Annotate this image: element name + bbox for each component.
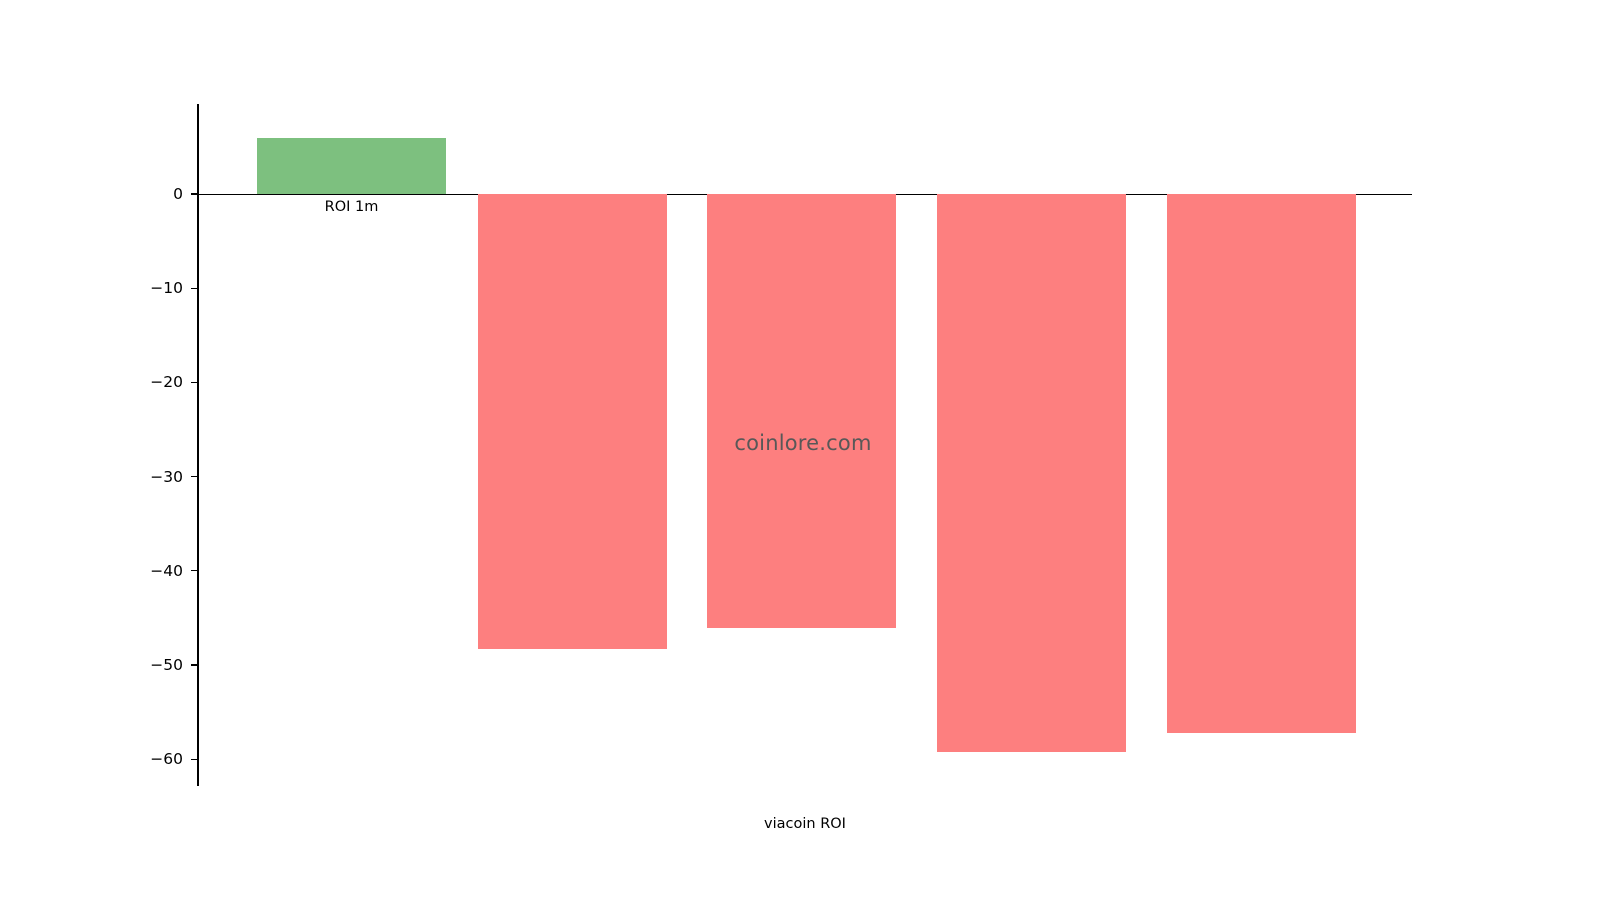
bar[interactable] bbox=[478, 194, 667, 649]
bar[interactable] bbox=[257, 138, 446, 194]
y-axis-tick-mark bbox=[191, 758, 198, 760]
y-axis-tick-label: −40 bbox=[150, 561, 183, 580]
y-axis-tick-label: −10 bbox=[150, 279, 183, 298]
y-axis-tick-label: 0 bbox=[173, 185, 183, 203]
y-axis-tick-mark bbox=[191, 193, 198, 195]
y-axis-tick-label: −60 bbox=[150, 750, 183, 769]
x-axis-label: viacoin ROI bbox=[764, 816, 846, 832]
y-axis-tick-label: −30 bbox=[150, 467, 183, 486]
y-axis-tick-mark bbox=[191, 570, 198, 572]
y-axis-tick-mark bbox=[191, 475, 198, 478]
bar-label: ROI 1m bbox=[324, 199, 379, 215]
y-axis-spine bbox=[197, 104, 199, 786]
y-axis-tick-mark bbox=[191, 664, 198, 666]
bar[interactable] bbox=[707, 194, 896, 629]
y-axis-tick-mark bbox=[191, 381, 198, 384]
y-axis-tick-mark bbox=[191, 287, 198, 289]
watermark-text: coinlore.com bbox=[734, 431, 872, 455]
y-axis-tick-label: −20 bbox=[150, 373, 183, 392]
bar[interactable] bbox=[1167, 194, 1356, 733]
bar[interactable] bbox=[937, 194, 1126, 752]
y-axis-tick-label: −50 bbox=[150, 656, 183, 674]
